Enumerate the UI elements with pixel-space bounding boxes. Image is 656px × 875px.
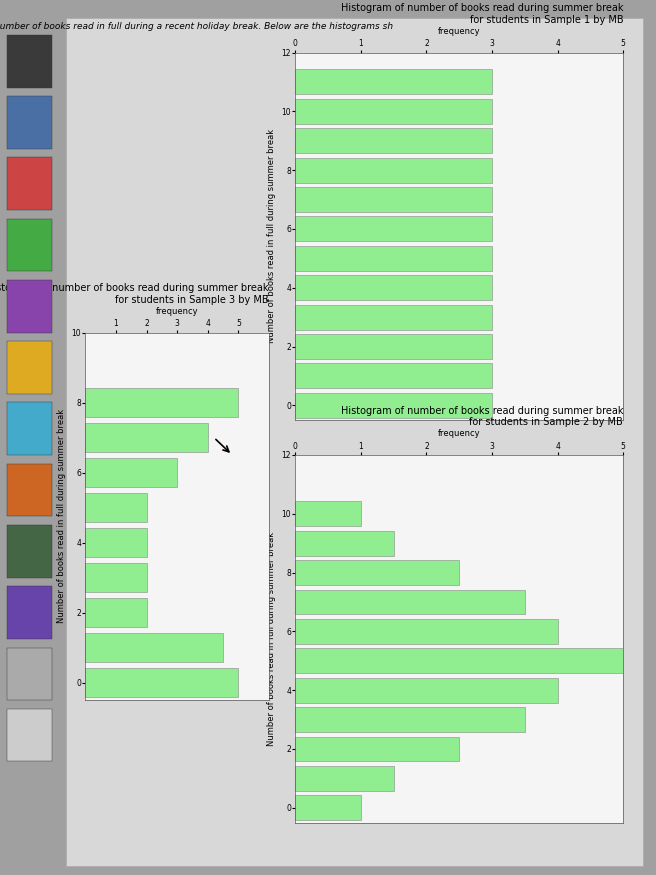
Bar [85, 388, 238, 417]
Bar [295, 707, 525, 732]
Bar [295, 187, 492, 212]
Bar [295, 766, 394, 791]
Bar [295, 501, 361, 526]
X-axis label: frequency: frequency [438, 27, 480, 36]
Bar [85, 633, 223, 662]
Bar [85, 598, 146, 627]
Bar [85, 528, 146, 557]
Bar [295, 619, 558, 644]
Text: Histogram of number of books read during summer break
for students in Sample 2 b: Histogram of number of books read during… [340, 405, 623, 427]
Bar [295, 216, 492, 242]
Bar [295, 737, 459, 761]
Bar [295, 304, 492, 330]
Bar [295, 334, 492, 359]
Y-axis label: Number of books read in full during summer break: Number of books read in full during summ… [267, 130, 276, 343]
Text: number of books read in full during a recent holiday break. Below are the histog: number of books read in full during a re… [0, 22, 394, 31]
Bar [85, 493, 146, 522]
Bar [295, 129, 492, 153]
X-axis label: frequency: frequency [438, 430, 480, 438]
Bar [295, 363, 492, 388]
Text: Histogram of number of books read during summer break
for students in Sample 1 b: Histogram of number of books read during… [340, 3, 623, 24]
Bar [295, 393, 492, 417]
Y-axis label: Number of books read in full during summer break: Number of books read in full during summ… [267, 532, 276, 746]
Bar [295, 69, 492, 94]
X-axis label: frequency: frequency [156, 307, 198, 316]
Bar [295, 560, 459, 585]
Bar [295, 246, 492, 270]
Bar [85, 668, 238, 697]
Bar [295, 590, 525, 614]
Text: Histogram of number of books read during summer break
for students in Sample 3 b: Histogram of number of books read during… [0, 283, 269, 304]
Bar [295, 648, 623, 673]
Bar [295, 531, 394, 556]
Bar [85, 458, 177, 487]
Bar [295, 99, 492, 123]
Bar [295, 276, 492, 300]
Bar [85, 423, 208, 452]
Y-axis label: Number of books read in full during summer break: Number of books read in full during summ… [57, 410, 66, 623]
Bar [295, 678, 558, 703]
Bar [295, 158, 492, 183]
Bar [85, 563, 146, 592]
Bar [295, 795, 361, 820]
